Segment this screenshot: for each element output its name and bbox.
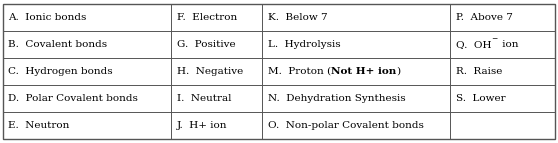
Text: G.  Positive: G. Positive: [177, 40, 235, 49]
Text: K.  Below 7: K. Below 7: [268, 13, 328, 22]
Text: H.  Negative: H. Negative: [177, 67, 243, 76]
Text: ion: ion: [499, 40, 518, 49]
Text: F.  Electron: F. Electron: [177, 13, 237, 22]
Text: E.  Neutron: E. Neutron: [8, 121, 70, 130]
Text: A.  Ionic bonds: A. Ionic bonds: [8, 13, 86, 22]
Text: P.  Above 7: P. Above 7: [456, 13, 513, 22]
Text: J.  H+ ion: J. H+ ion: [177, 121, 227, 130]
Text: O.  Non-polar Covalent bonds: O. Non-polar Covalent bonds: [268, 121, 424, 130]
Text: B.  Covalent bonds: B. Covalent bonds: [8, 40, 108, 49]
Text: D.  Polar Covalent bonds: D. Polar Covalent bonds: [8, 94, 138, 103]
Text: ): ): [396, 67, 401, 76]
Text: L.  Hydrolysis: L. Hydrolysis: [268, 40, 340, 49]
Text: I.  Neutral: I. Neutral: [177, 94, 232, 103]
Text: M.  Proton (: M. Proton (: [268, 67, 331, 76]
Text: R.  Raise: R. Raise: [456, 67, 502, 76]
Text: N.  Dehydration Synthesis: N. Dehydration Synthesis: [268, 94, 406, 103]
Text: Not H+ ion: Not H+ ion: [331, 67, 396, 76]
Text: Q.  OH: Q. OH: [456, 40, 492, 49]
Text: S.  Lower: S. Lower: [456, 94, 506, 103]
Text: −: −: [492, 35, 498, 43]
Text: C.  Hydrogen bonds: C. Hydrogen bonds: [8, 67, 113, 76]
